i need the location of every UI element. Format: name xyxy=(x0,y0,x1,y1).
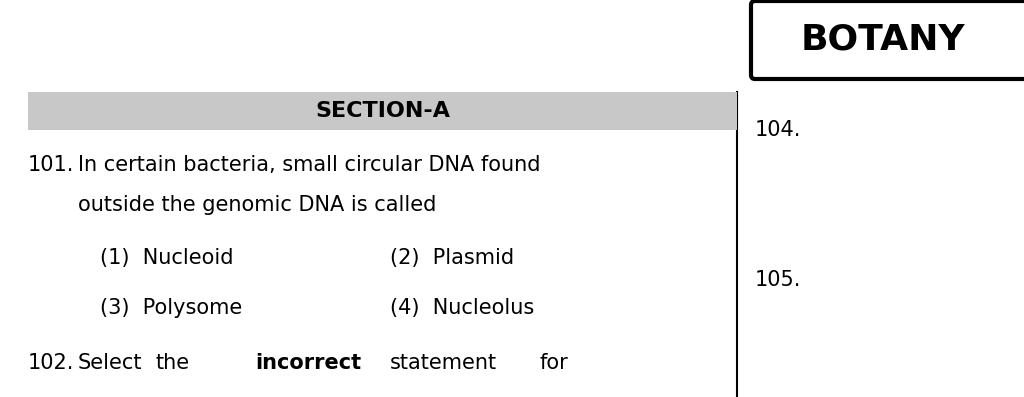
Text: In certain bacteria, small circular DNA found: In certain bacteria, small circular DNA … xyxy=(78,155,541,175)
Text: (4)  Nucleolus: (4) Nucleolus xyxy=(390,298,535,318)
Text: (3)  Polysome: (3) Polysome xyxy=(100,298,243,318)
Text: 104.: 104. xyxy=(755,120,802,140)
Text: outside the genomic DNA is called: outside the genomic DNA is called xyxy=(78,195,436,215)
Bar xyxy=(28,92,737,130)
Text: 102.: 102. xyxy=(28,353,75,373)
Text: for: for xyxy=(540,353,568,373)
Text: Select: Select xyxy=(78,353,142,373)
Text: the: the xyxy=(155,353,189,373)
Text: (1)  Nucleoid: (1) Nucleoid xyxy=(100,248,233,268)
Text: (2)  Plasmid: (2) Plasmid xyxy=(390,248,514,268)
Text: statement: statement xyxy=(390,353,497,373)
Text: incorrect: incorrect xyxy=(255,353,361,373)
Text: SECTION-A: SECTION-A xyxy=(315,101,450,121)
FancyBboxPatch shape xyxy=(751,1,1024,79)
Text: BOTANY: BOTANY xyxy=(800,23,965,57)
Text: 101.: 101. xyxy=(28,155,75,175)
Text: 105.: 105. xyxy=(755,270,802,290)
